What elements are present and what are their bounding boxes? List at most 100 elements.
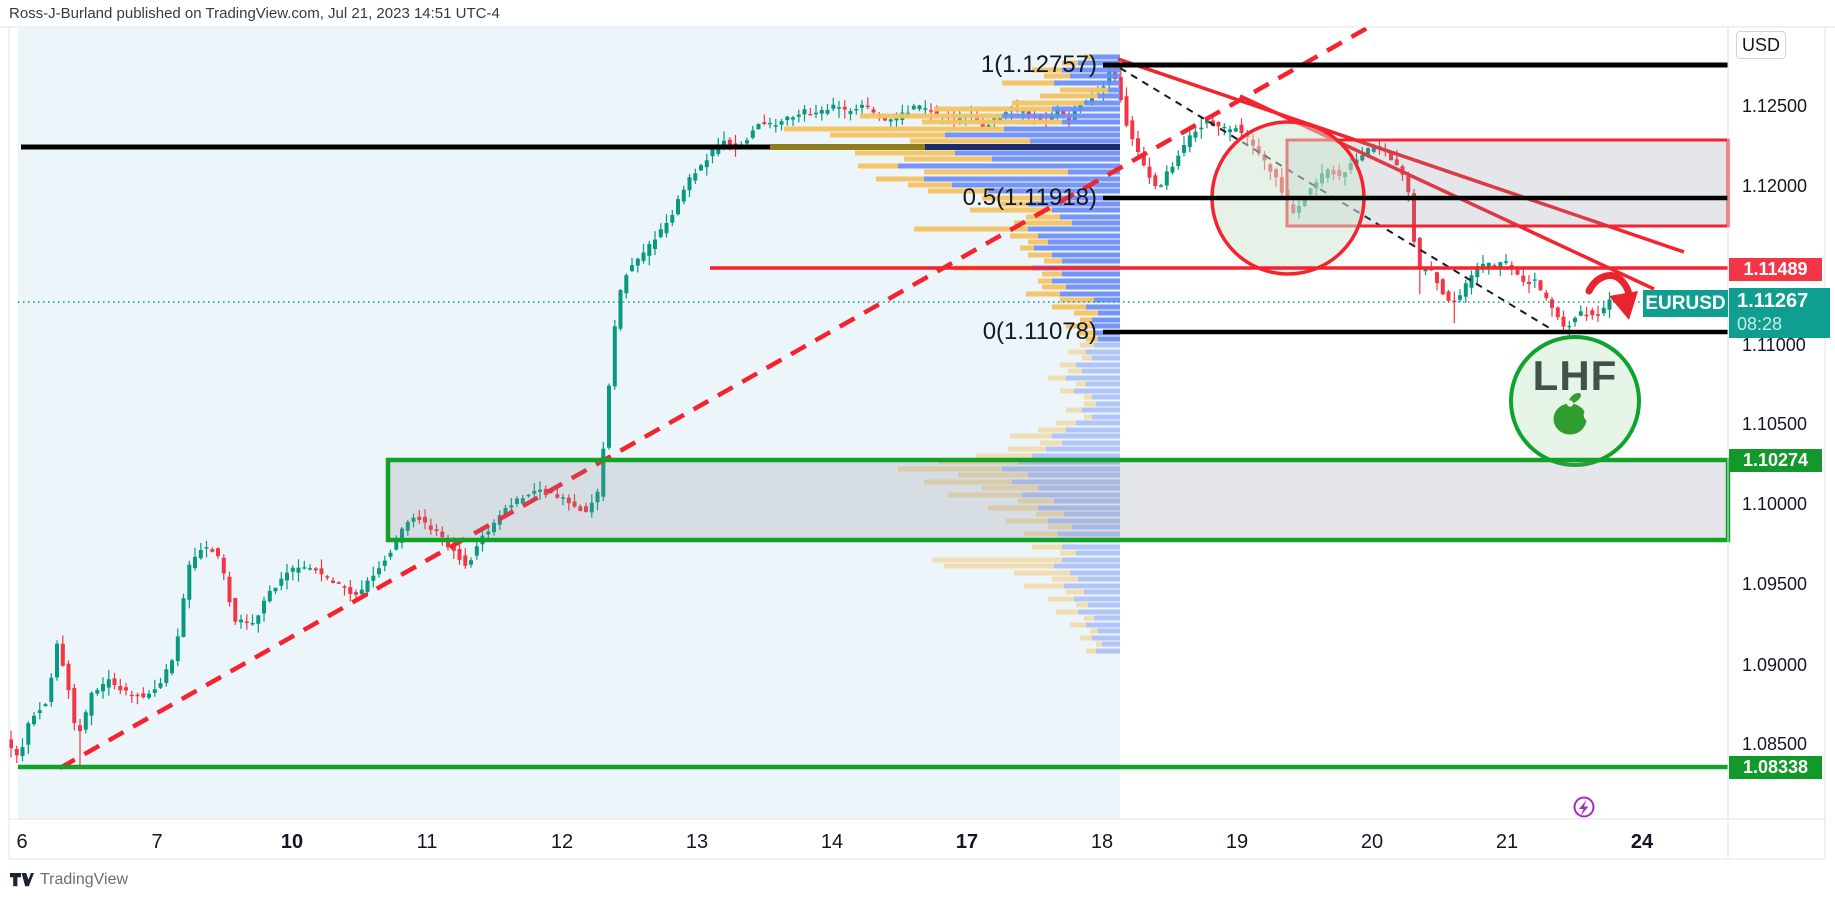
vp-row-yellow — [1044, 73, 1070, 79]
vp-row-yellow — [1070, 622, 1086, 628]
vp-row-blue — [1038, 485, 1120, 491]
vp-row-yellow — [1060, 388, 1074, 394]
vp-row-blue — [1070, 570, 1120, 576]
vp-row-blue — [1092, 323, 1120, 329]
vp-row-yellow — [1082, 355, 1092, 361]
vp-row-yellow — [1056, 609, 1078, 615]
vp-row-blue — [1002, 466, 1120, 472]
vp-row-yellow — [958, 472, 1028, 478]
vp-row-blue — [1034, 245, 1120, 251]
vp-row-yellow — [1066, 323, 1092, 329]
vp-row-yellow — [924, 169, 1068, 175]
vp-row-blue — [1038, 505, 1120, 511]
vp-row-yellow — [1044, 258, 1062, 264]
currency-selector[interactable]: USD — [1736, 31, 1786, 59]
vp-row-yellow — [908, 182, 952, 188]
vp-row-blue — [988, 188, 1120, 194]
vp-row-blue — [1098, 310, 1120, 316]
vp-row-yellow — [1024, 583, 1064, 589]
vp-row-yellow — [976, 453, 1032, 459]
time-label-7: 7 — [151, 831, 163, 853]
vp-row-blue — [1054, 563, 1120, 569]
vp-row-blue — [1086, 304, 1120, 310]
tradingview-attribution[interactable]: TradingView — [10, 870, 128, 890]
vp-row-yellow — [1068, 349, 1086, 355]
vp-row-yellow — [1060, 362, 1076, 368]
vp-row-yellow — [1068, 368, 1082, 374]
vp-row-yellow — [1084, 615, 1094, 621]
vp-row-yellow — [1026, 291, 1060, 297]
vp-row-blue — [1054, 498, 1120, 504]
vp-row-yellow — [1090, 628, 1098, 634]
vp-row-blue — [1066, 284, 1120, 290]
vp-row-yellow — [1056, 420, 1076, 426]
vp-row-blue — [1062, 258, 1120, 264]
vp-row-blue — [1004, 126, 1120, 132]
time-label-11: 11 — [416, 831, 438, 853]
vp-row-blue — [1064, 511, 1120, 517]
vp-row-yellow — [860, 113, 1002, 119]
vp-row-yellow — [1024, 531, 1058, 537]
vp-row-yellow — [898, 466, 1002, 472]
vp-row-yellow — [928, 188, 988, 194]
price-tick-7: 1.08500 — [1742, 734, 1808, 754]
vp-row-blue — [1076, 362, 1120, 368]
time-label-10: 10 — [280, 831, 304, 853]
apple-logo-part — [1553, 403, 1587, 435]
vp-row-blue — [1092, 355, 1120, 361]
vp-row-blue — [1096, 401, 1120, 407]
vp-row-yellow — [1018, 498, 1054, 504]
vp-row-blue — [1072, 220, 1120, 226]
time-label-20: 20 — [1360, 831, 1384, 853]
tradingview-brand-text: TradingView — [40, 871, 129, 888]
vp-row-yellow — [1052, 304, 1086, 310]
vp-row-blue — [1098, 628, 1120, 634]
vp-row-blue — [1028, 226, 1120, 232]
tradingview-logo-icon — [10, 873, 34, 887]
price-tick-0: 1.12500 — [1742, 96, 1808, 116]
vp-row-blue — [1042, 195, 1120, 201]
vp-row-yellow — [970, 207, 1052, 213]
vp-row-yellow — [1048, 524, 1072, 530]
vp-row-blue — [1088, 602, 1120, 608]
vp-row-yellow — [982, 485, 1038, 491]
price-tick-4: 1.10000 — [1742, 494, 1808, 514]
time-label-21: 21 — [1495, 831, 1519, 853]
last-price-value: 1.11267 — [1737, 290, 1809, 312]
vp-row-yellow — [1060, 297, 1094, 303]
vp-row-blue — [1108, 87, 1120, 93]
vp-row-yellow — [1002, 80, 1054, 86]
vp-row-yellow — [1006, 518, 1048, 524]
vp-row-blue — [1028, 472, 1120, 478]
vp-row-blue — [1028, 201, 1120, 207]
vp-row-blue — [1074, 596, 1120, 602]
vp-row-yellow — [948, 492, 1022, 498]
vp-row-yellow — [1084, 394, 1092, 400]
vp-row-blue — [1070, 73, 1120, 79]
vp-row-yellow — [1076, 602, 1088, 608]
time-label-19: 19 — [1225, 831, 1249, 853]
vp-row-blue — [1078, 60, 1120, 66]
vp-row-yellow — [1032, 544, 1062, 550]
green-demand-box — [385, 457, 1731, 543]
vp-row-blue — [1054, 80, 1120, 86]
vp-row-yellow — [1086, 336, 1098, 342]
vp-row-yellow — [784, 126, 1004, 132]
time-label-17: 17 — [955, 831, 979, 853]
vp-row-yellow — [1060, 87, 1108, 93]
fib-level-label-0: 1(1.12757) — [980, 51, 1097, 78]
vp-row-yellow — [910, 138, 1030, 144]
vp-row-blue — [1092, 54, 1120, 60]
vp-poc-olive — [770, 144, 925, 150]
vp-row-blue — [1066, 375, 1120, 381]
vp-row-blue — [1052, 433, 1120, 439]
vp-row-yellow — [1084, 401, 1096, 407]
vp-row-blue — [1102, 641, 1120, 647]
vp-row-blue — [1072, 524, 1120, 530]
vp-row-blue — [1078, 576, 1120, 582]
vp-row-blue — [1092, 414, 1120, 420]
vp-row-blue — [1038, 233, 1120, 239]
vp-row-yellow — [922, 119, 1062, 125]
vp-row-blue — [1066, 427, 1120, 433]
